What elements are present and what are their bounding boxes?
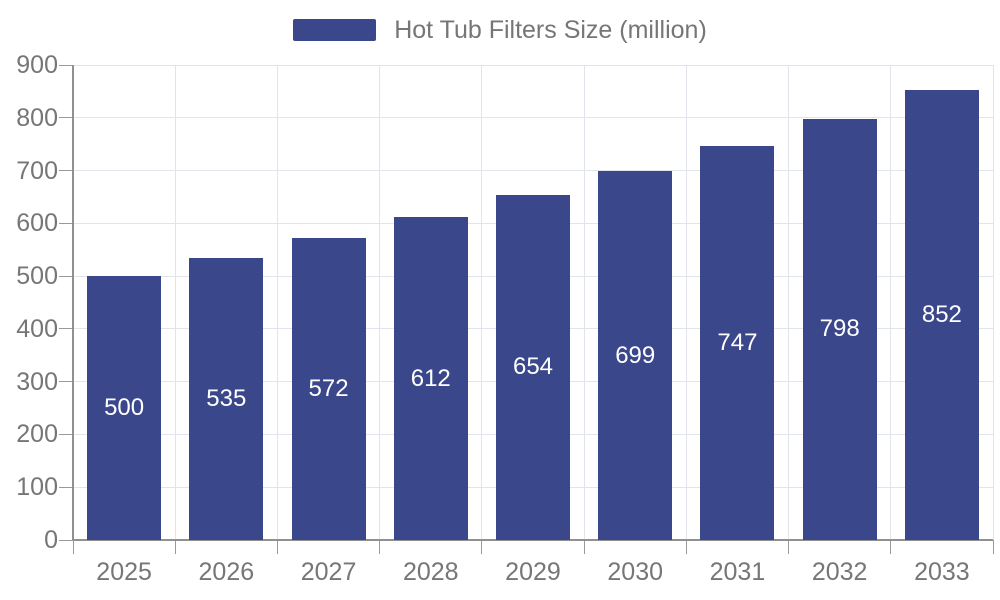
x-gridline (788, 65, 790, 540)
legend[interactable]: Hot Tub Filters Size (million) (0, 15, 1000, 45)
y-tick-label: 700 (16, 156, 58, 185)
x-tick-label: 2029 (505, 558, 561, 586)
x-tick (890, 540, 892, 554)
y-tick (59, 222, 73, 224)
bar-value-label: 654 (512, 353, 554, 381)
x-tick (685, 540, 687, 554)
x-tick (72, 540, 74, 554)
x-gridline (174, 65, 176, 540)
bar-value-label: 612 (410, 364, 451, 392)
bar[interactable]: 612 (393, 217, 468, 540)
bar-value-label: 535 (206, 384, 247, 412)
y-tick-label: 800 (16, 103, 58, 132)
y-tick (59, 486, 73, 488)
y-gridline (73, 117, 993, 119)
x-tick (992, 540, 994, 554)
bar-value-label: 747 (717, 328, 758, 356)
x-tick (788, 540, 790, 554)
y-tick (59, 117, 73, 119)
x-tick-label: 2032 (811, 558, 868, 586)
x-tick-label: 2028 (402, 558, 459, 586)
x-tick-label: 2025 (96, 558, 152, 586)
bar[interactable]: 654 (496, 194, 570, 540)
y-tick-label: 500 (16, 262, 58, 291)
x-tick-label: 2027 (300, 558, 357, 586)
x-gridline (992, 65, 994, 540)
bar-value-label: 699 (615, 341, 656, 369)
x-gridline (890, 65, 892, 540)
bar-value-label: 572 (308, 375, 349, 403)
y-tick-label: 300 (16, 367, 58, 396)
bar[interactable]: 798 (802, 118, 877, 540)
y-tick-label: 200 (16, 420, 58, 449)
legend-label: Hot Tub Filters Size (million) (394, 15, 707, 44)
y-axis-line (72, 65, 74, 540)
x-tick-label: 2033 (914, 558, 970, 586)
y-gridline (73, 170, 993, 172)
bar-value-label: 500 (104, 394, 145, 422)
y-gridline (73, 64, 993, 66)
y-tick (59, 433, 73, 435)
x-tick-label: 2031 (709, 558, 766, 586)
legend-swatch (293, 19, 377, 41)
bar[interactable]: 747 (700, 145, 775, 540)
y-tick (59, 170, 73, 172)
bar[interactable]: 535 (189, 257, 264, 540)
bar-value-label: 798 (819, 315, 860, 343)
x-gridline (481, 65, 483, 540)
x-axis-line (73, 539, 993, 541)
y-tick (59, 328, 73, 330)
y-tick-label: 400 (16, 314, 58, 343)
bar[interactable]: 500 (87, 276, 162, 540)
x-gridline (379, 65, 381, 540)
bar[interactable]: 572 (291, 238, 366, 540)
x-tick (583, 540, 585, 554)
x-gridline (276, 65, 278, 540)
x-tick (481, 540, 483, 554)
y-tick-label: 600 (16, 209, 58, 238)
y-tick-label: 900 (16, 51, 58, 79)
x-tick-label: 2030 (607, 558, 664, 586)
y-tick (59, 381, 73, 383)
y-tick-label: 0 (44, 526, 58, 554)
bar[interactable]: 852 (904, 90, 979, 540)
y-tick (59, 64, 73, 66)
x-gridline (583, 65, 585, 540)
x-tick (276, 540, 278, 554)
x-gridline (685, 65, 687, 540)
x-tick (174, 540, 176, 554)
y-tick (59, 539, 73, 541)
x-tick-label: 2026 (198, 558, 255, 586)
x-tick (379, 540, 381, 554)
y-tick (59, 275, 73, 277)
bar-value-label: 852 (921, 301, 962, 329)
bar[interactable]: 699 (598, 171, 673, 540)
y-tick-label: 100 (16, 473, 58, 502)
